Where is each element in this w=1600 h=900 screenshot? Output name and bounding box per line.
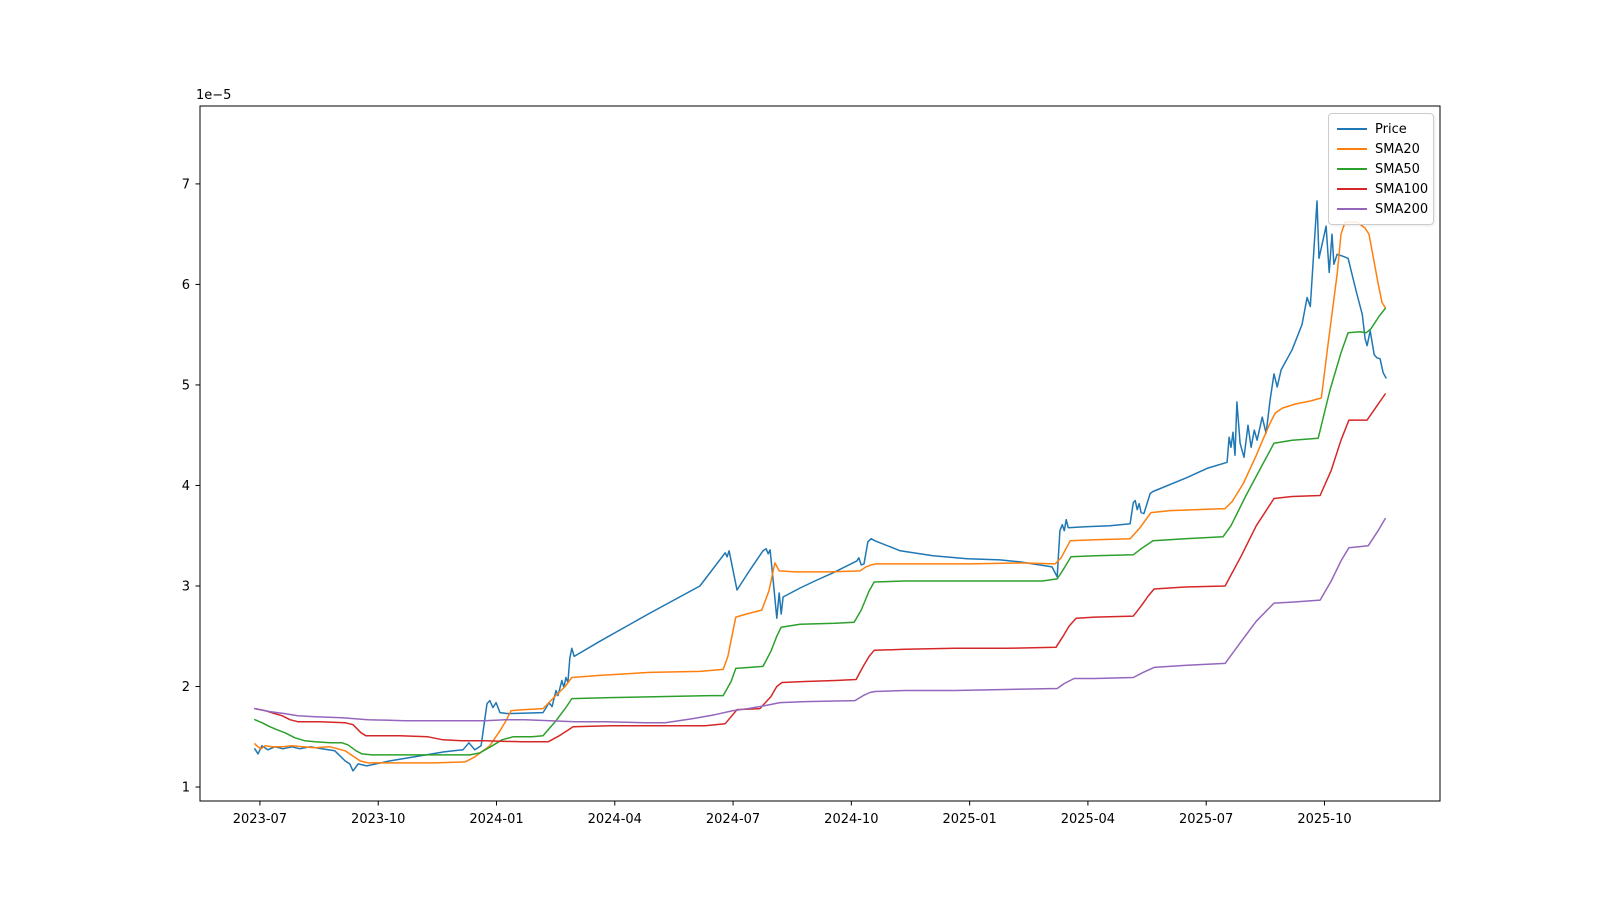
series-line-sma200 <box>254 517 1386 724</box>
y-tick-label: 4 <box>182 479 190 494</box>
legend-entry-sma100: SMA100 <box>1329 179 1433 199</box>
series-line-sma50 <box>254 307 1386 756</box>
y-tick-label: 3 <box>182 579 190 594</box>
legend-label-sma200: SMA200 <box>1375 201 1429 217</box>
y-axis-offset-label: 1e−5 <box>196 88 231 103</box>
legend-label-sma20: SMA20 <box>1375 141 1420 157</box>
series-line-sma100 <box>254 393 1386 743</box>
legend-line-sample-sma100 <box>1337 188 1367 190</box>
legend-entry-price: Price <box>1329 119 1433 139</box>
series-line-price <box>254 200 1387 772</box>
legend-line-sample-sma50 <box>1337 168 1367 170</box>
x-tick-label: 2023-07 <box>233 812 287 827</box>
y-tick-label: 7 <box>182 177 190 192</box>
legend-line-sample-sma20 <box>1337 148 1367 150</box>
legend-label-price: Price <box>1375 121 1407 137</box>
x-tick-label: 2024-04 <box>588 812 642 827</box>
x-tick-label: 2023-10 <box>351 812 405 827</box>
axes-frame <box>199 105 1441 802</box>
x-tick-label: 2025-07 <box>1179 812 1233 827</box>
y-tick-label: 2 <box>182 680 190 695</box>
legend-box: Price SMA20 SMA50 SMA100 SMA200 <box>1328 113 1434 225</box>
x-tick-label: 2024-10 <box>824 812 878 827</box>
legend-label-sma100: SMA100 <box>1375 181 1429 197</box>
x-tick-label: 2024-01 <box>469 812 523 827</box>
legend-line-sample-sma200 <box>1337 208 1367 210</box>
legend-entry-sma50: SMA50 <box>1329 159 1433 179</box>
x-tick-label: 2025-04 <box>1061 812 1115 827</box>
legend-label-sma50: SMA50 <box>1375 161 1420 177</box>
x-tick-label: 2024-07 <box>706 812 760 827</box>
series-line-sma20 <box>254 221 1386 764</box>
x-tick-label: 2025-10 <box>1297 812 1351 827</box>
x-tick-label: 2025-01 <box>942 812 996 827</box>
legend-entry-sma200: SMA200 <box>1329 199 1433 219</box>
legend-line-sample-price <box>1337 128 1367 130</box>
legend-entry-sma20: SMA20 <box>1329 139 1433 159</box>
y-tick-label: 5 <box>182 378 190 393</box>
y-tick-label: 6 <box>182 278 190 293</box>
y-tick-label: 1 <box>182 781 190 796</box>
